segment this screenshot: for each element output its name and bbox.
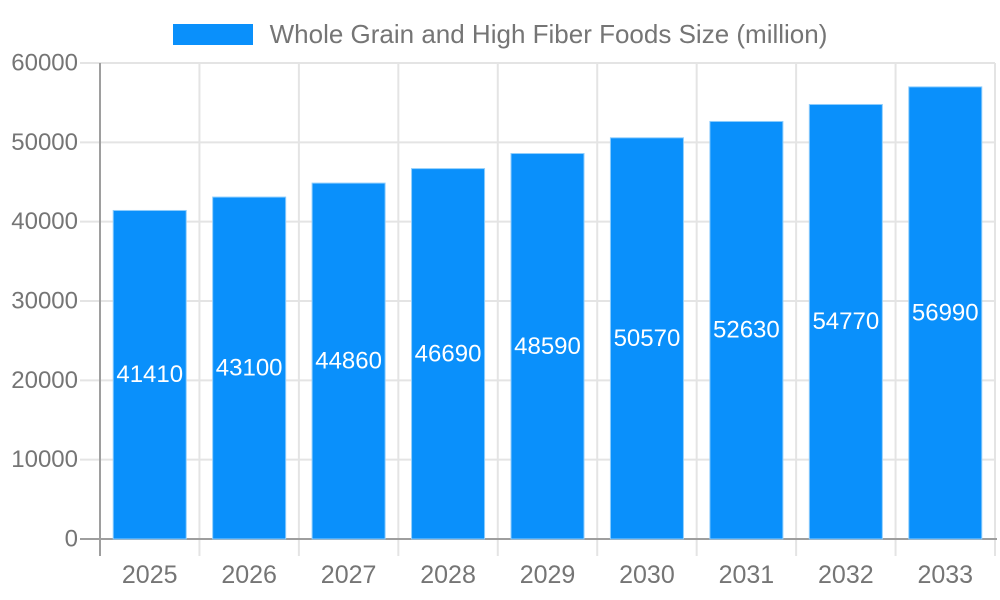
bar-value-label: 52630 bbox=[713, 317, 780, 344]
x-tick-label: 2033 bbox=[917, 561, 973, 589]
bar-value-label: 41410 bbox=[116, 361, 183, 388]
y-tick-label: 10000 bbox=[11, 446, 78, 473]
x-tick-label: 2028 bbox=[420, 561, 476, 589]
bar bbox=[908, 86, 983, 540]
bar-value-label: 48590 bbox=[514, 333, 581, 360]
bar bbox=[311, 182, 386, 540]
legend-swatch-icon bbox=[172, 23, 253, 45]
legend: Whole Grain and High Fiber Foods Size (m… bbox=[0, 12, 1000, 56]
bar bbox=[609, 137, 684, 540]
bar bbox=[510, 153, 585, 540]
legend-label: Whole Grain and High Fiber Foods Size (m… bbox=[269, 18, 828, 49]
bar-value-label: 46690 bbox=[415, 340, 482, 367]
y-tick-label: 0 bbox=[65, 526, 78, 553]
bar bbox=[212, 196, 287, 540]
x-tick-label: 2025 bbox=[122, 561, 178, 589]
x-tick-label: 2032 bbox=[818, 561, 874, 589]
x-tick-label: 2031 bbox=[719, 561, 775, 589]
bar bbox=[411, 168, 486, 540]
bar-value-label: 56990 bbox=[912, 299, 979, 326]
bar-value-label: 44860 bbox=[315, 348, 382, 375]
bar bbox=[709, 120, 784, 540]
bar-value-label: 54770 bbox=[812, 308, 879, 335]
y-tick-label: 40000 bbox=[11, 208, 78, 235]
y-tick-label: 50000 bbox=[11, 129, 78, 156]
bar bbox=[112, 209, 187, 540]
x-tick-label: 2029 bbox=[520, 561, 576, 589]
y-tick-label: 20000 bbox=[11, 367, 78, 394]
bar-value-label: 50570 bbox=[614, 325, 681, 352]
bar bbox=[808, 103, 883, 540]
y-tick-label: 60000 bbox=[11, 50, 78, 77]
x-tick-label: 2026 bbox=[221, 561, 277, 589]
x-tick-label: 2030 bbox=[619, 561, 675, 589]
x-tick-label: 2027 bbox=[321, 561, 377, 589]
bar-value-label: 43100 bbox=[216, 355, 283, 382]
y-tick-label: 30000 bbox=[11, 288, 78, 315]
